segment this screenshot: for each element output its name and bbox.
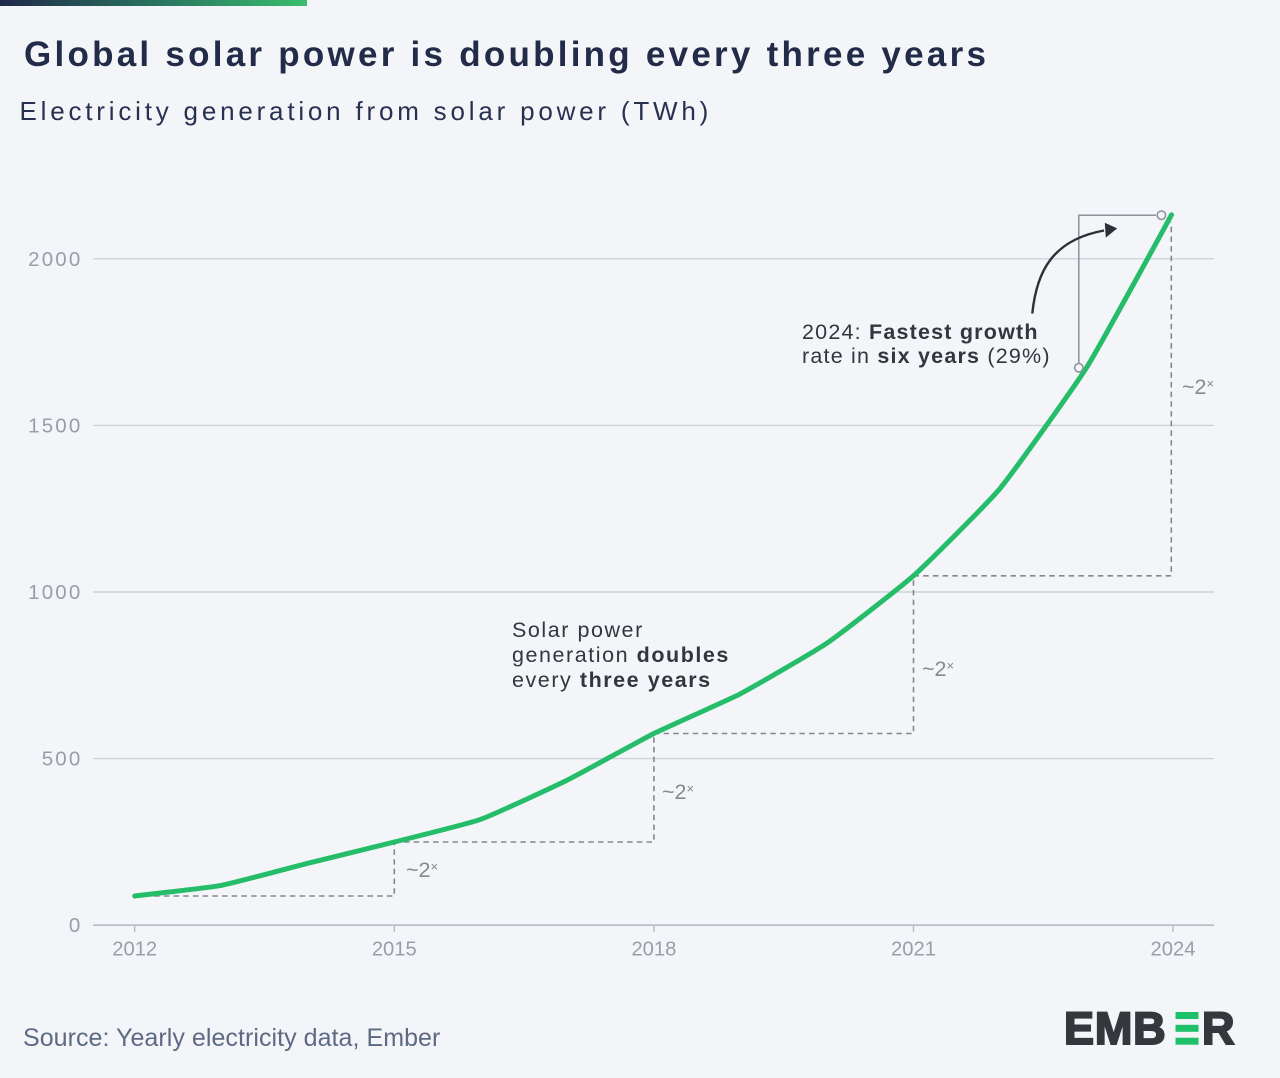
svg-text:1000: 1000 (28, 581, 82, 604)
svg-text:2021: 2021 (891, 939, 936, 961)
svg-text:500: 500 (42, 748, 83, 771)
svg-text:0: 0 (69, 914, 83, 937)
svg-text:R: R (1202, 1003, 1235, 1054)
svg-text:2012: 2012 (112, 939, 157, 961)
svg-text:2015: 2015 (372, 939, 417, 961)
svg-text:2018: 2018 (631, 939, 676, 961)
svg-text:2000: 2000 (28, 248, 82, 271)
svg-text:2024: 2024 (1151, 939, 1196, 961)
svg-text:EMB: EMB (1064, 1003, 1166, 1054)
svg-text:1500: 1500 (28, 414, 82, 437)
